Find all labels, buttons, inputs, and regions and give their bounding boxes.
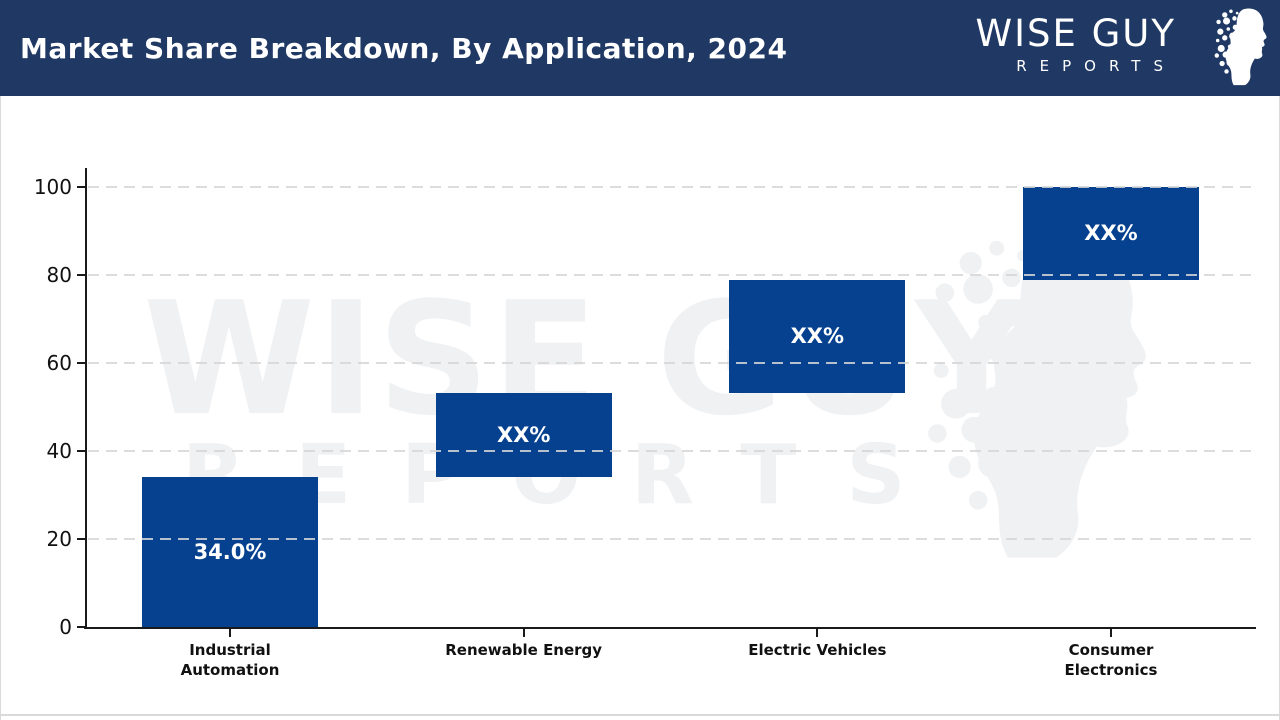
x-tick-label: Electric Vehicles [748, 641, 887, 659]
logo-reports-text: REPORTS [1016, 57, 1176, 75]
bar [729, 279, 906, 393]
x-axis-tick [1110, 629, 1112, 637]
bar-value-label: XX% [1084, 221, 1138, 246]
y-axis-tick [77, 274, 85, 276]
header-bar: Market Share Breakdown, By Application, … [0, 0, 1280, 96]
gridline [88, 538, 1256, 540]
gridline [88, 186, 1256, 188]
x-tick-label: Consumer Electronics [1064, 641, 1158, 679]
x-tick-label: Industrial Automation [180, 641, 280, 679]
bar-value-label: XX% [496, 423, 551, 448]
y-axis-tick [77, 450, 85, 452]
chart-border-left [0, 96, 1, 720]
x-axis-tick [229, 629, 231, 637]
y-tick-label: 80 [46, 263, 72, 287]
y-axis-tick [77, 626, 85, 628]
y-axis-line [85, 168, 87, 629]
x-axis-tick [816, 629, 819, 637]
bar-value-label: 34.0% [193, 540, 267, 565]
chart-title: Market Share Breakdown, By Application, … [20, 31, 788, 65]
bar [435, 392, 612, 478]
chart-border-bottom [0, 714, 1280, 716]
logo-wiseguy-text: WISE GUY [975, 12, 1176, 55]
bar [1023, 187, 1199, 280]
logo-head-icon [1214, 8, 1267, 86]
gridline [88, 450, 1256, 452]
y-axis-tick [77, 362, 85, 364]
logo: WISE GUY REPORTS [976, 14, 1176, 76]
gridline [88, 362, 1256, 364]
gridline [88, 274, 1256, 276]
y-tick-label: 20 [46, 527, 72, 551]
bar-value-label: XX% [790, 324, 845, 349]
x-tick-label: Renewable Energy [445, 641, 603, 659]
y-tick-label: 100 [33, 175, 72, 199]
x-axis-line [84, 627, 1256, 629]
y-axis-tick [77, 186, 85, 188]
y-tick-label: 40 [46, 439, 72, 463]
y-tick-label: 60 [46, 351, 72, 375]
x-axis-tick [522, 629, 525, 637]
y-axis-tick [77, 538, 85, 540]
bar [142, 477, 318, 627]
y-tick-label: 0 [59, 615, 72, 639]
